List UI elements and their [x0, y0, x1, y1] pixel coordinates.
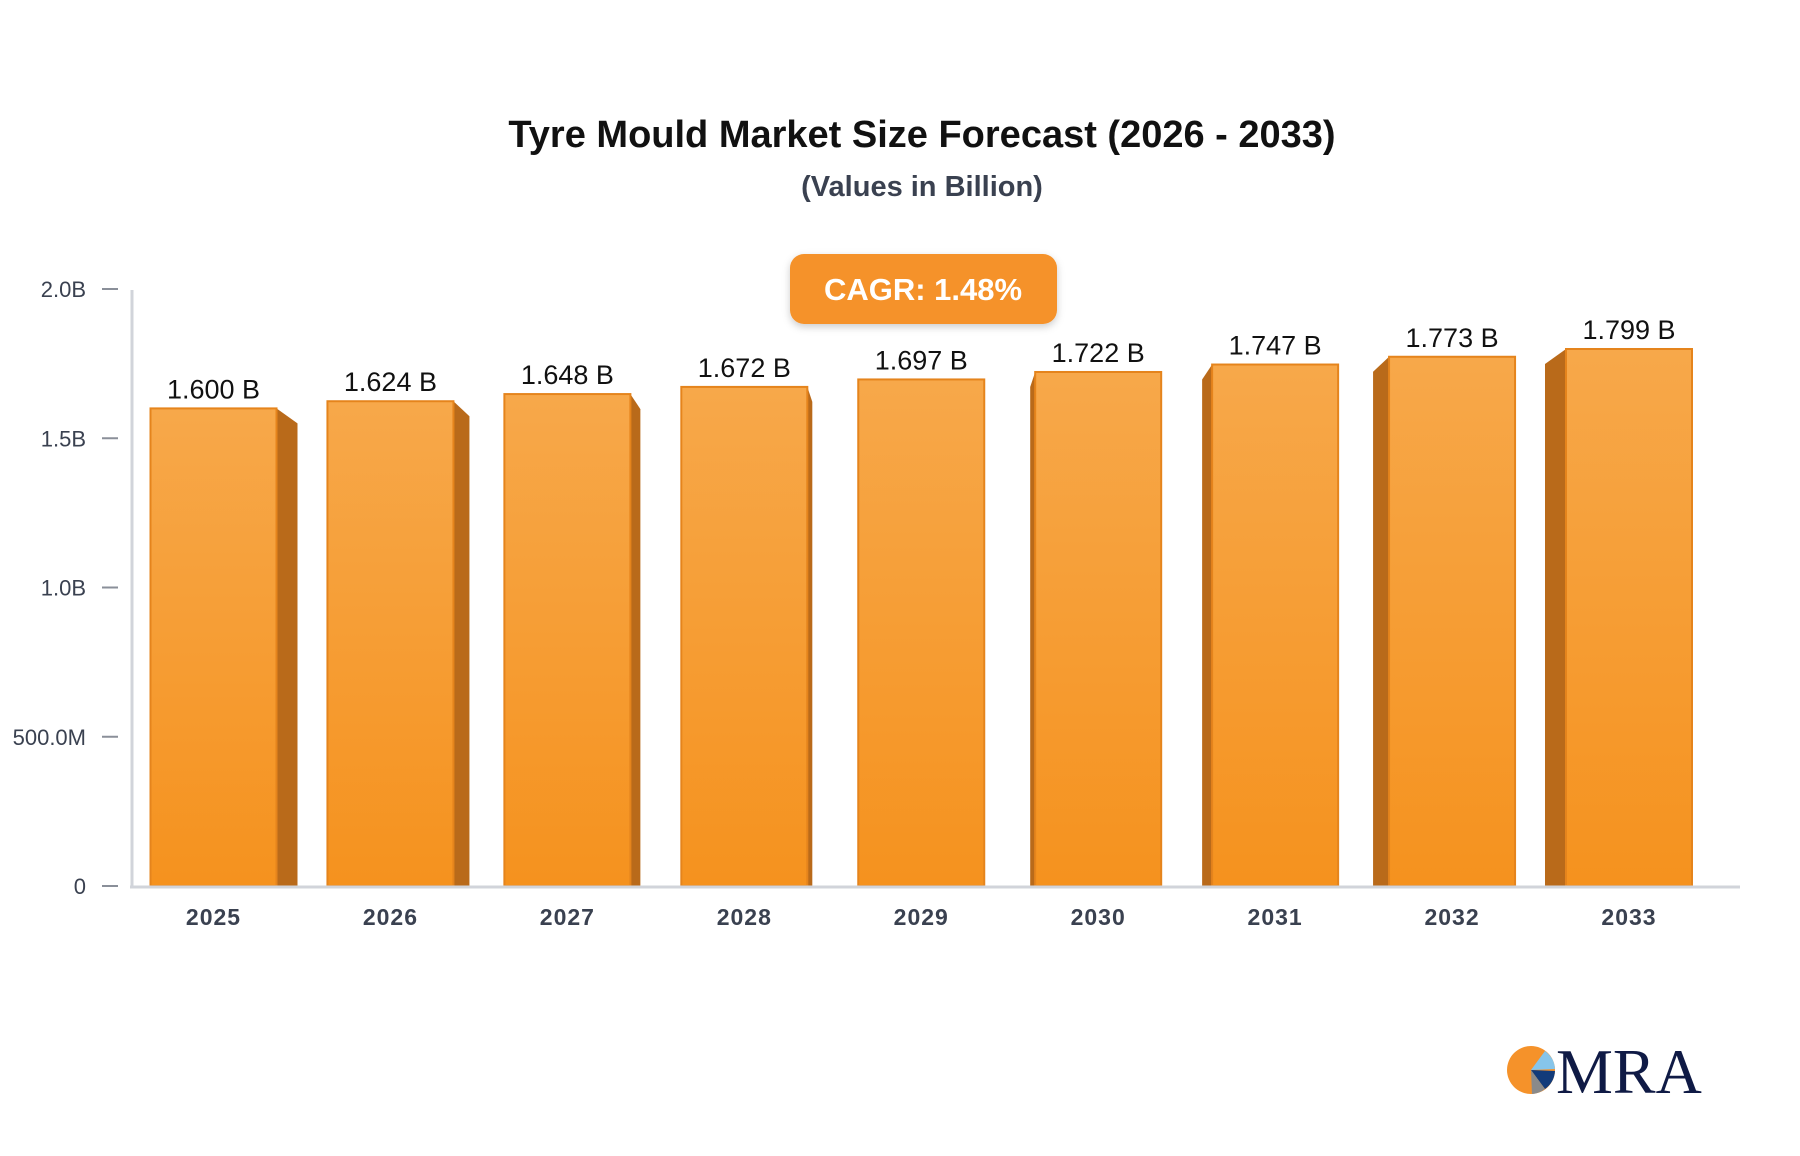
data-label: 1.773 B: [1406, 323, 1499, 353]
bar-front: [503, 393, 632, 887]
data-label: 1.600 B: [167, 374, 260, 404]
bar-front: [1211, 363, 1340, 887]
pie-logo-icon: [1507, 1046, 1555, 1094]
bar-side: [1202, 364, 1213, 886]
mra-logo: MRA: [1507, 1036, 1702, 1107]
data-label: 1.722 B: [1052, 338, 1145, 368]
bar-side: [276, 408, 298, 886]
bar-front: [1565, 347, 1693, 888]
y-tick-label: 1.5B: [41, 426, 86, 451]
bar-2025: [149, 407, 298, 887]
x-tick-label: 2027: [540, 904, 595, 930]
bar-2029: [857, 378, 986, 887]
bar-front: [326, 400, 455, 887]
x-tick-label: 2032: [1424, 904, 1479, 930]
data-label: 1.672 B: [698, 353, 791, 383]
x-tick-label: 2029: [894, 904, 949, 930]
x-tick-label: 2026: [363, 904, 418, 930]
bar-2028: [680, 385, 813, 887]
y-tick-label: 0: [74, 874, 86, 899]
x-tick-label: 2028: [717, 904, 772, 930]
bar-side: [807, 386, 813, 886]
x-tick-label: 2031: [1248, 904, 1303, 930]
bar-2027: [503, 393, 641, 887]
bar-front: [1034, 370, 1163, 888]
bar-side: [630, 394, 641, 886]
chart-title: Tyre Mould Market Size Forecast (2026 - …: [508, 114, 1335, 156]
bar-2031: [1202, 363, 1340, 887]
bar-side: [1030, 371, 1036, 886]
logo-text: MRA: [1556, 1036, 1702, 1107]
bar-front: [149, 407, 278, 887]
data-label: 1.648 B: [521, 360, 614, 390]
bar-front: [680, 385, 809, 887]
x-axis: 2025 2026 2027 2028 2029 2030 2031 2032 2033: [186, 904, 1656, 930]
x-tick-label: 2033: [1601, 904, 1656, 930]
data-label: 1.799 B: [1582, 315, 1675, 345]
data-label: 1.624 B: [344, 367, 437, 397]
chart-subtitle: (Values in Billion): [801, 171, 1043, 203]
y-tick-label: 500.0M: [13, 725, 86, 750]
bar-side: [1545, 348, 1566, 886]
bar-2032: [1373, 355, 1517, 887]
bar-2033: [1545, 347, 1693, 888]
bar-side: [1373, 356, 1390, 886]
cagr-badge: [790, 254, 1057, 324]
bar-2030: [1030, 370, 1163, 888]
data-label: 1.697 B: [875, 345, 968, 375]
x-tick-label: 2030: [1071, 904, 1126, 930]
y-tick-label: 1.0B: [41, 576, 86, 601]
bar-side: [453, 401, 470, 886]
data-label: 1.747 B: [1229, 331, 1322, 361]
bars: 1.600 B 1.624 B 1.648 B 1.672 B 1.697 B 1.722…: [149, 315, 1693, 888]
bar-2026: [326, 400, 470, 887]
cagr-label: CAGR: 1.48%: [824, 272, 1022, 307]
bar-front: [1388, 355, 1517, 887]
bar-front: [857, 378, 986, 887]
y-tick-label: 2.0B: [41, 277, 86, 302]
y-axis: 0 500.0M 1.0B 1.5B 2.0B: [13, 277, 118, 899]
x-tick-label: 2025: [186, 904, 241, 930]
